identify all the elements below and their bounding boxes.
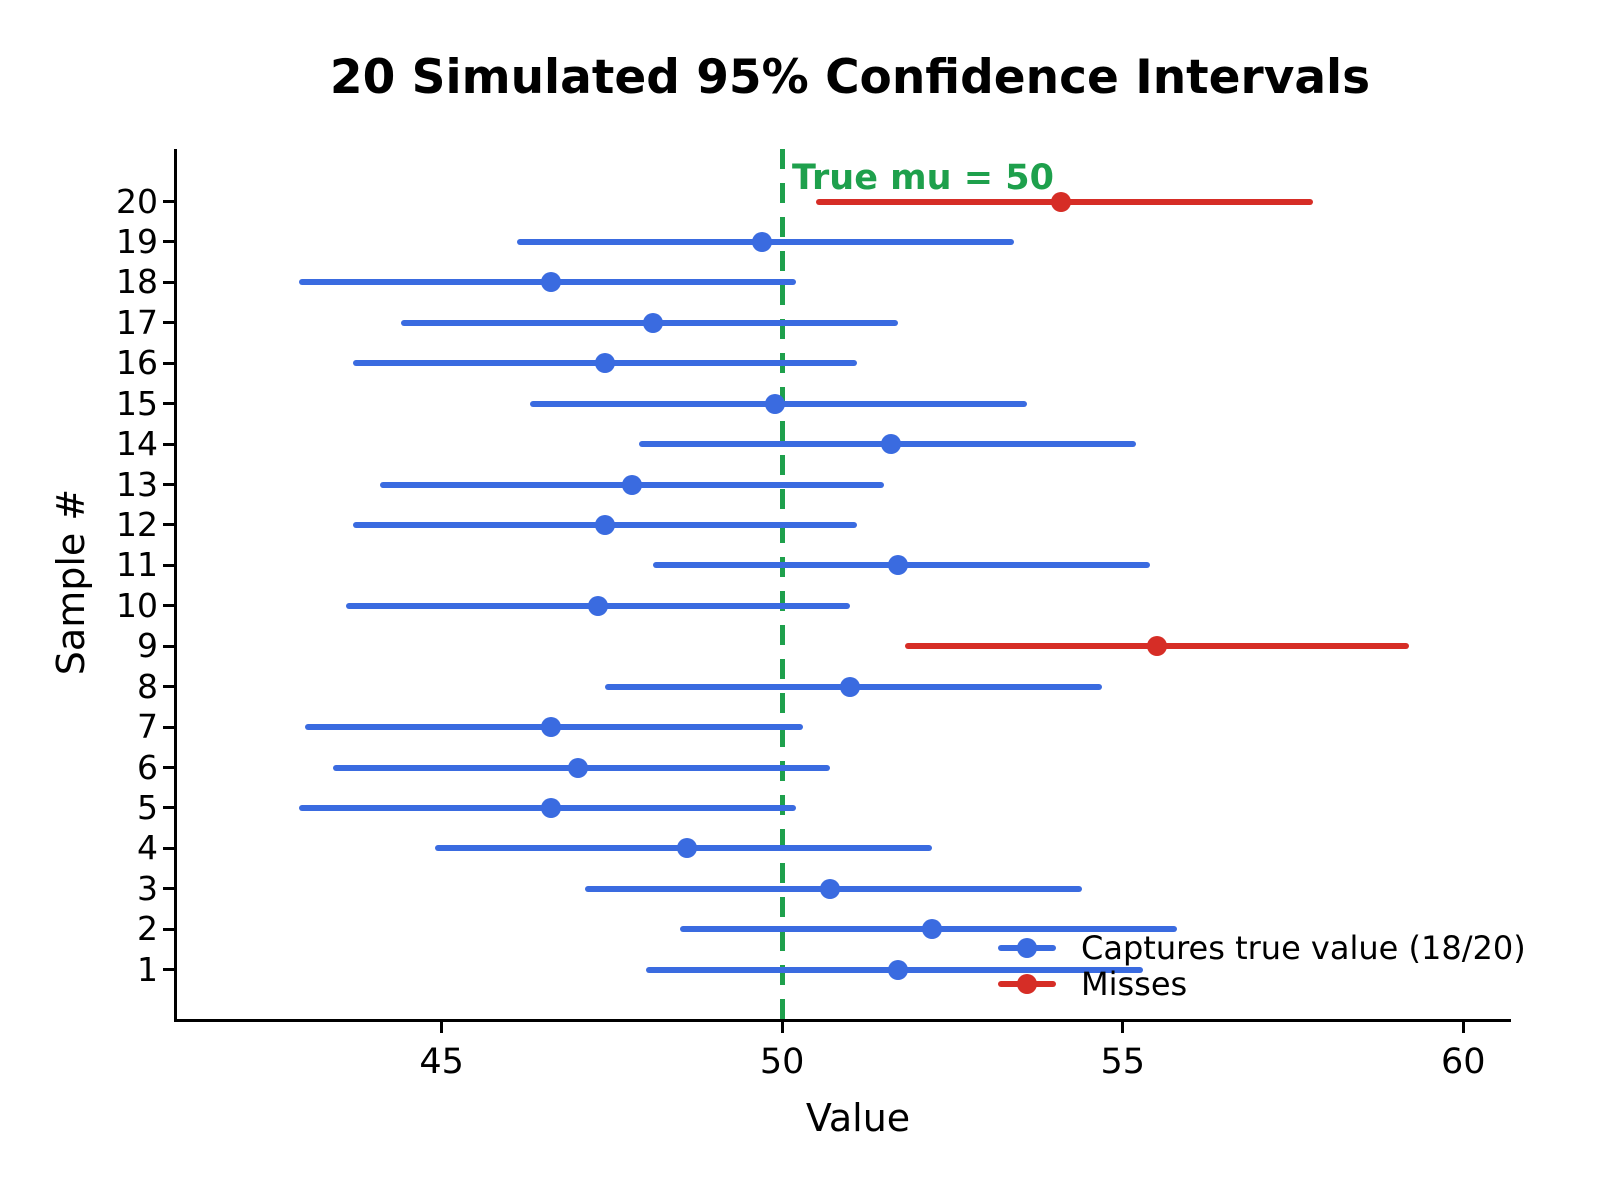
y-tick-label: 7 bbox=[137, 707, 158, 747]
sample-mean-dot bbox=[819, 878, 840, 899]
legend-marker-dot bbox=[1017, 974, 1037, 994]
legend-entry-label: Captures true value (18/20) bbox=[1081, 929, 1526, 967]
y-tick-mark bbox=[163, 361, 176, 365]
y-tick-mark bbox=[163, 644, 176, 648]
sample-mean-dot bbox=[922, 919, 943, 940]
sample-mean-dot bbox=[540, 797, 561, 818]
y-tick-label: 14 bbox=[116, 424, 158, 464]
y-tick-mark bbox=[163, 442, 176, 446]
true-mu-reference-line bbox=[779, 149, 785, 1019]
x-tick-mark bbox=[1461, 1019, 1465, 1033]
sample-mean-dot bbox=[881, 434, 902, 455]
x-tick-mark bbox=[1121, 1019, 1125, 1033]
y-tick-mark bbox=[163, 240, 176, 244]
x-tick-label: 60 bbox=[1441, 1042, 1486, 1082]
x-axis-spine bbox=[174, 1019, 1511, 1022]
y-tick-mark bbox=[163, 846, 176, 850]
sample-mean-dot bbox=[765, 393, 786, 414]
sample-mean-dot bbox=[1146, 636, 1167, 657]
y-tick-label: 1 bbox=[137, 949, 158, 989]
y-tick-mark bbox=[163, 402, 176, 406]
y-tick-label: 18 bbox=[116, 262, 158, 302]
y-tick-mark bbox=[163, 563, 176, 567]
x-tick-mark bbox=[780, 1019, 784, 1033]
y-tick-label: 12 bbox=[116, 504, 158, 544]
y-tick-mark bbox=[163, 927, 176, 931]
legend-entry-label: Misses bbox=[1081, 965, 1188, 1003]
x-tick-label: 55 bbox=[1100, 1042, 1146, 1082]
sample-mean-dot bbox=[588, 595, 609, 616]
y-tick-label: 3 bbox=[137, 868, 158, 908]
legend-marker-dot bbox=[1017, 938, 1037, 958]
y-tick-mark bbox=[163, 685, 176, 689]
sample-mean-dot bbox=[595, 514, 616, 535]
sample-mean-dot bbox=[642, 312, 663, 333]
sample-mean-dot bbox=[540, 272, 561, 293]
y-tick-mark bbox=[163, 483, 176, 487]
x-axis-title: Value bbox=[805, 1096, 911, 1140]
y-tick-label: 10 bbox=[116, 585, 158, 625]
chart-title: 20 Simulated 95% Confidence Intervals bbox=[329, 50, 1371, 105]
y-tick-label: 11 bbox=[116, 545, 158, 585]
y-tick-label: 16 bbox=[116, 343, 158, 383]
y-tick-label: 13 bbox=[116, 464, 158, 504]
sample-mean-dot bbox=[840, 676, 861, 697]
y-tick-label: 19 bbox=[116, 221, 158, 261]
sample-mean-dot bbox=[1051, 191, 1072, 212]
y-tick-label: 4 bbox=[137, 828, 158, 868]
y-axis-spine bbox=[174, 149, 177, 1022]
y-tick-label: 9 bbox=[137, 626, 158, 666]
y-tick-mark bbox=[163, 766, 176, 770]
y-tick-label: 6 bbox=[137, 747, 158, 787]
y-tick-mark bbox=[163, 200, 176, 204]
y-tick-mark bbox=[163, 725, 176, 729]
true-mu-annotation: True mu = 50 bbox=[792, 158, 1054, 198]
sample-mean-dot bbox=[887, 959, 908, 980]
sample-mean-dot bbox=[567, 757, 588, 778]
y-tick-mark bbox=[163, 280, 176, 284]
y-tick-label: 17 bbox=[116, 302, 158, 342]
y-tick-mark bbox=[163, 321, 176, 325]
sample-mean-dot bbox=[595, 353, 616, 374]
sample-mean-dot bbox=[751, 231, 772, 252]
y-tick-mark bbox=[163, 604, 176, 608]
y-tick-label: 15 bbox=[116, 383, 158, 423]
sample-mean-dot bbox=[540, 717, 561, 738]
x-tick-label: 50 bbox=[759, 1042, 805, 1082]
sample-mean-dot bbox=[676, 838, 697, 859]
y-tick-label: 5 bbox=[137, 787, 158, 827]
x-tick-mark bbox=[440, 1019, 444, 1033]
y-tick-mark bbox=[163, 887, 176, 891]
sample-mean-dot bbox=[887, 555, 908, 576]
y-tick-label: 2 bbox=[137, 909, 158, 949]
sample-mean-dot bbox=[622, 474, 643, 495]
y-tick-label: 20 bbox=[116, 181, 158, 221]
y-tick-mark bbox=[163, 968, 176, 972]
y-tick-mark bbox=[163, 806, 176, 810]
y-tick-mark bbox=[163, 523, 176, 527]
x-tick-label: 45 bbox=[419, 1042, 464, 1082]
y-tick-label: 8 bbox=[137, 666, 158, 706]
